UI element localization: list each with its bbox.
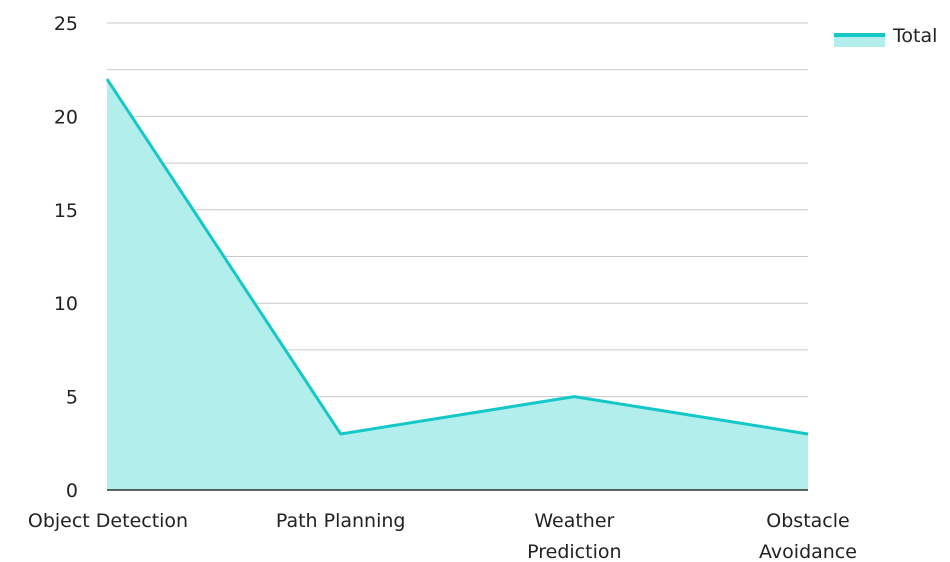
series-line-total — [105, 78, 809, 436]
x-tick-label-line: Weather — [534, 510, 614, 532]
y-tick-label: 20 — [54, 106, 78, 128]
x-tick-label-line: Avoidance — [759, 541, 857, 562]
y-tick-label: 10 — [54, 293, 78, 315]
series-area-layer — [105, 78, 809, 490]
x-tick-label-line: Path Planning — [276, 510, 406, 532]
y-axis-tick-labels: 0 5 10 15 20 25 — [54, 13, 78, 502]
y-tick-label: 0 — [66, 480, 78, 502]
series-area-total — [107, 79, 808, 490]
x-tick-label-line: Object Detection — [28, 510, 188, 532]
y-tick-label: 5 — [66, 387, 78, 409]
y-tick-label: 25 — [54, 13, 78, 35]
x-axis-tick-labels: Object Detection Path Planning Weather Pred… — [28, 510, 857, 562]
x-tick-label-line: Obstacle — [766, 510, 849, 532]
x-tick-label: Obstacle Avoidance — [759, 510, 857, 562]
y-tick-label: 15 — [54, 200, 78, 222]
x-tick-label: Object Detection — [28, 510, 188, 532]
x-tick-label: Weather Prediction — [527, 510, 621, 562]
x-tick-label-line: Prediction — [527, 541, 621, 562]
legend-label-total: Total — [892, 25, 937, 47]
x-tick-label: Path Planning — [276, 510, 406, 532]
legend: Total — [834, 25, 937, 47]
